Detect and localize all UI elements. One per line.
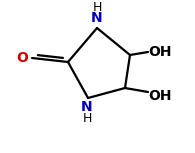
Text: O: O [16, 51, 28, 65]
Text: H: H [82, 112, 92, 125]
Text: H: H [92, 1, 102, 14]
Text: OH: OH [148, 89, 171, 103]
Text: N: N [81, 100, 93, 114]
Text: N: N [91, 11, 103, 25]
Text: OH: OH [148, 45, 171, 59]
